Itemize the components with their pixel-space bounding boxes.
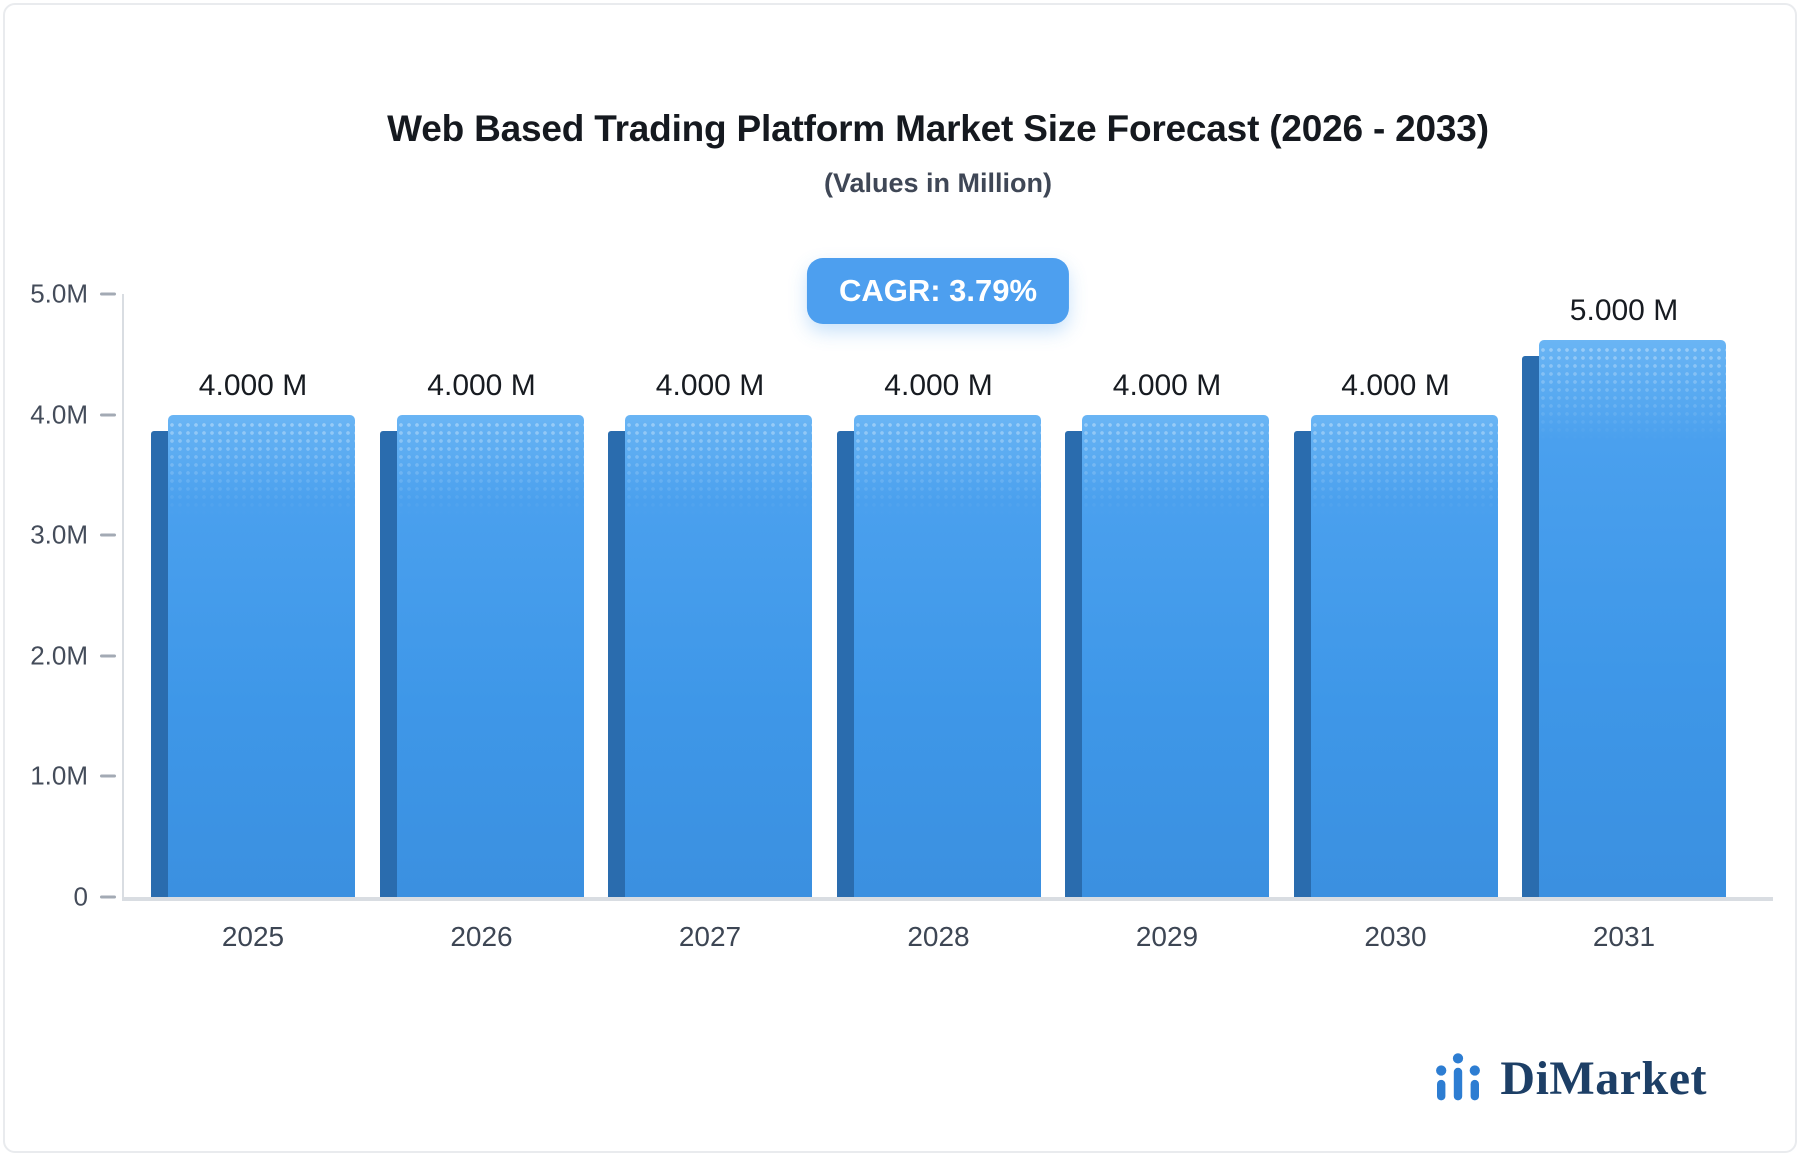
bar-face (168, 414, 355, 897)
bar-face (1082, 414, 1269, 897)
bar-3d-edge (151, 430, 168, 897)
y-tick-label: 3.0M (30, 519, 88, 550)
bar-2030 (1293, 414, 1498, 897)
bar-slot-2025: 4.000 M 2025 (151, 294, 355, 952)
bar-face (1310, 414, 1498, 897)
x-axis-label-2031: 2031 (1592, 921, 1656, 952)
chart-title: Web Based Trading Platform Market Size F… (387, 108, 1489, 149)
bar-3d-edge (1065, 430, 1082, 897)
bar-face (1539, 340, 1726, 897)
y-tick: 4.0M (0, 399, 116, 430)
x-axis-label-2028: 2028 (907, 921, 970, 952)
y-tick-label: 5.0M (30, 278, 88, 309)
bar-slot-2029: 4.000 M 2029 (1065, 294, 1269, 952)
bar-value-label: 4.000 M (427, 368, 536, 402)
cagr-badge: CAGR: 3.79% (806, 258, 1070, 324)
bar-value-label: 4.000 M (198, 368, 308, 402)
y-tick-mark (100, 533, 116, 537)
x-axis-label-2027: 2027 (678, 921, 742, 952)
y-tick: 1.0M (0, 761, 116, 792)
bar-value-label: 4.000 M (655, 368, 765, 402)
bar-2031 (1522, 340, 1726, 897)
x-axis-label-2029: 2029 (1135, 921, 1199, 952)
bar-value-label: 4.000 M (1341, 368, 1450, 402)
bar-3d-edge (608, 430, 625, 897)
bar-3d-edge (1522, 356, 1539, 897)
bar-3d-edge (379, 430, 397, 897)
y-tick-mark (100, 292, 116, 296)
bar-2029 (1065, 414, 1269, 897)
bar-slot-2026: 4.000 M 2026 (379, 294, 584, 952)
y-tick-label: 4.0M (30, 399, 88, 430)
chart-subtitle: (Values in Million) (823, 168, 1053, 198)
y-tick-label: 0 (73, 881, 88, 912)
x-axis-label-2026: 2026 (450, 921, 513, 952)
y-tick: 0 (0, 882, 116, 913)
y-tick: 2.0M (0, 640, 116, 671)
y-tick: 3.0M (0, 520, 116, 551)
y-tick-mark (100, 774, 116, 778)
bar-2026 (379, 414, 584, 897)
y-tick-mark (100, 413, 116, 417)
plot-area: 0 1.0M 2.0M 3.0M 4.0M 5.0M 4.000 M 2025 4.000 M… (30, 279, 1773, 952)
bar-value-label: 4.000 M (1112, 368, 1222, 402)
brand-logo: DiMarket (1430, 1050, 1707, 1106)
dimarket-icon (1436, 1053, 1481, 1101)
x-axis-label-2030: 2030 (1364, 921, 1427, 952)
bar-slot-2030: 4.000 M 2030 (1293, 294, 1498, 952)
bar-3d-edge (836, 430, 854, 897)
bar-value-label: 4.000 M (884, 368, 993, 402)
y-tick-mark (100, 654, 116, 658)
bar-value-label: 5.000 M (1569, 294, 1679, 327)
bar-2028 (836, 414, 1041, 897)
y-tick-mark (100, 895, 116, 899)
bar-face (853, 414, 1041, 897)
bars-container: 4.000 M 2025 4.000 M 2026 4.000 M 2027 4.000 M… (151, 294, 1726, 952)
bar-slot-2031: 5.000 M 2031 (1522, 294, 1726, 952)
bar-slot-2027: 4.000 M 2027 (608, 294, 812, 952)
y-tick-label: 1.0M (30, 760, 88, 791)
brand-name: DiMarket (1500, 1051, 1707, 1105)
bar-3d-edge (1293, 430, 1311, 897)
bar-2025 (151, 414, 355, 897)
y-tick-label: 2.0M (30, 640, 88, 671)
bar-2027 (608, 414, 812, 897)
bar-slot-2028: 4.000 M 2028 (836, 294, 1041, 952)
x-axis-label-2025: 2025 (221, 921, 285, 952)
bar-face (396, 414, 584, 897)
y-tick: 5.0M (0, 279, 116, 310)
bar-face (625, 414, 812, 897)
